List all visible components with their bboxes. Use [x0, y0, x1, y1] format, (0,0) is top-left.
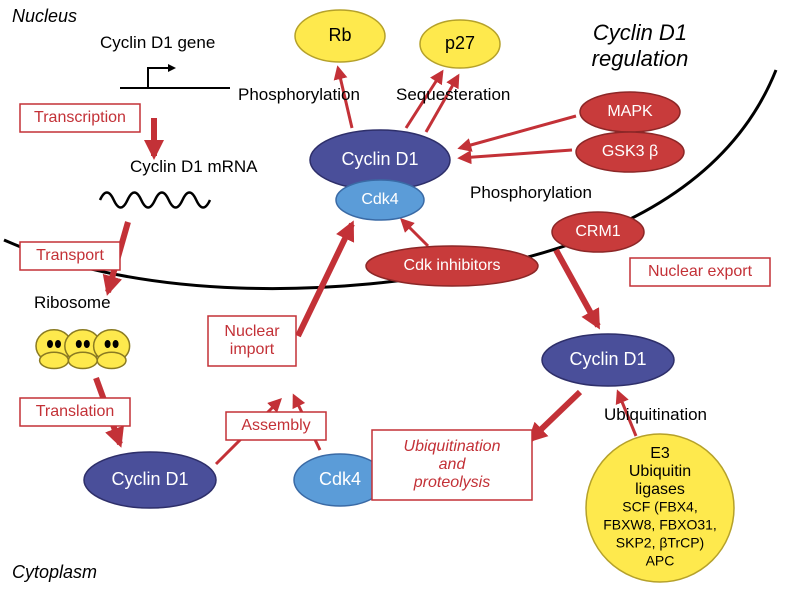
node-p27: p27: [420, 20, 500, 68]
node-cdk_inh: Cdk inhibitors: [366, 246, 538, 286]
node-rb: Rb: [295, 10, 385, 62]
ribosome-unit-small: [97, 352, 126, 368]
e3-line-6: APC: [646, 553, 675, 569]
ribosome-unit-small: [68, 352, 97, 368]
box-ubiq_prot: Ubiquitinationandproteolysis: [372, 430, 532, 500]
box-assembly-label-0: Assembly: [241, 417, 310, 434]
box-ubiq_prot-label-0: Ubiquitination: [404, 438, 501, 455]
box-translation: Translation: [20, 398, 130, 426]
node-cdk_inh-label: Cdk inhibitors: [404, 257, 501, 274]
box-nuclear_export-label-0: Nuclear export: [648, 263, 753, 280]
e3-line-1: Ubiquitin: [629, 463, 691, 480]
node-e3: E3UbiquitinligasesSCF (FBX4, FBXW8, FBXO3…: [586, 434, 734, 582]
node-cdk4_nucleus-label: Cdk4: [361, 191, 398, 208]
e3-line-0: E3: [650, 445, 670, 462]
box-transport: Transport: [20, 242, 120, 270]
node-cd1_nucleus-label: Cyclin D1: [341, 149, 418, 169]
cytoplasm-label: Cytoplasm: [12, 562, 97, 582]
node-mapk: MAPK: [580, 92, 680, 132]
box-ubiq_prot-label-1: and: [439, 456, 467, 473]
diagram-canvas: NucleusCytoplasmCyclin D1regulationRbp27…: [0, 0, 786, 608]
box-ubiq_prot-label-2: proteolysis: [413, 474, 490, 491]
box-transcription: Transcription: [20, 104, 140, 132]
box-transport-label-0: Transport: [36, 247, 104, 264]
box-translation-label-0: Translation: [36, 403, 115, 420]
nucleus-label: Nucleus: [12, 6, 77, 26]
ribosome-unit-small: [40, 352, 69, 368]
node-gsk3b-label: GSK3 β: [602, 143, 658, 160]
node-cdk4_nucleus: Cdk4: [336, 180, 424, 220]
e3-line-5: SKP2, βTrCP): [616, 535, 704, 551]
box-nuclear_import-label-1: import: [230, 341, 275, 358]
diagram-title-l1: Cyclin D1: [593, 20, 687, 45]
e3-line-4: FBXW8, FBXO31,: [603, 517, 717, 533]
node-crm1: CRM1: [552, 212, 644, 252]
diagram-title-l2: regulation: [592, 46, 689, 71]
box-assembly: Assembly: [226, 412, 326, 440]
box-nuclear_export: Nuclear export: [630, 258, 770, 286]
text-mrna: Cyclin D1 mRNA: [130, 157, 258, 176]
e3-line-2: ligases: [635, 481, 685, 498]
text-gene: Cyclin D1 gene: [100, 33, 215, 52]
node-cd1_cyto_right: Cyclin D1: [542, 334, 674, 386]
text-phospho_right: Phosphorylation: [470, 183, 592, 202]
node-gsk3b: GSK3 β: [576, 132, 684, 172]
e3-line-3: SCF (FBX4,: [622, 499, 697, 515]
node-cd1_cyto_left: Cyclin D1: [84, 452, 216, 508]
node-mapk-label: MAPK: [607, 103, 653, 120]
box-nuclear_import: Nuclearimport: [208, 316, 296, 366]
box-transcription-label-0: Transcription: [34, 109, 126, 126]
node-crm1-label: CRM1: [575, 223, 620, 240]
box-nuclear_import-label-0: Nuclear: [224, 323, 280, 340]
text-phospho_left: Phosphorylation: [238, 85, 360, 104]
node-p27-label: p27: [445, 33, 475, 53]
text-ribosome: Ribosome: [34, 293, 111, 312]
node-cd1_cyto_left-label: Cyclin D1: [111, 469, 188, 489]
node-cd1_cyto_right-label: Cyclin D1: [569, 349, 646, 369]
text-sequesteration: Sequesteration: [396, 85, 510, 104]
node-rb-label: Rb: [328, 25, 351, 45]
text-ubiq: Ubiquitination: [604, 405, 707, 424]
node-cdk4_cyto-label: Cdk4: [319, 469, 361, 489]
